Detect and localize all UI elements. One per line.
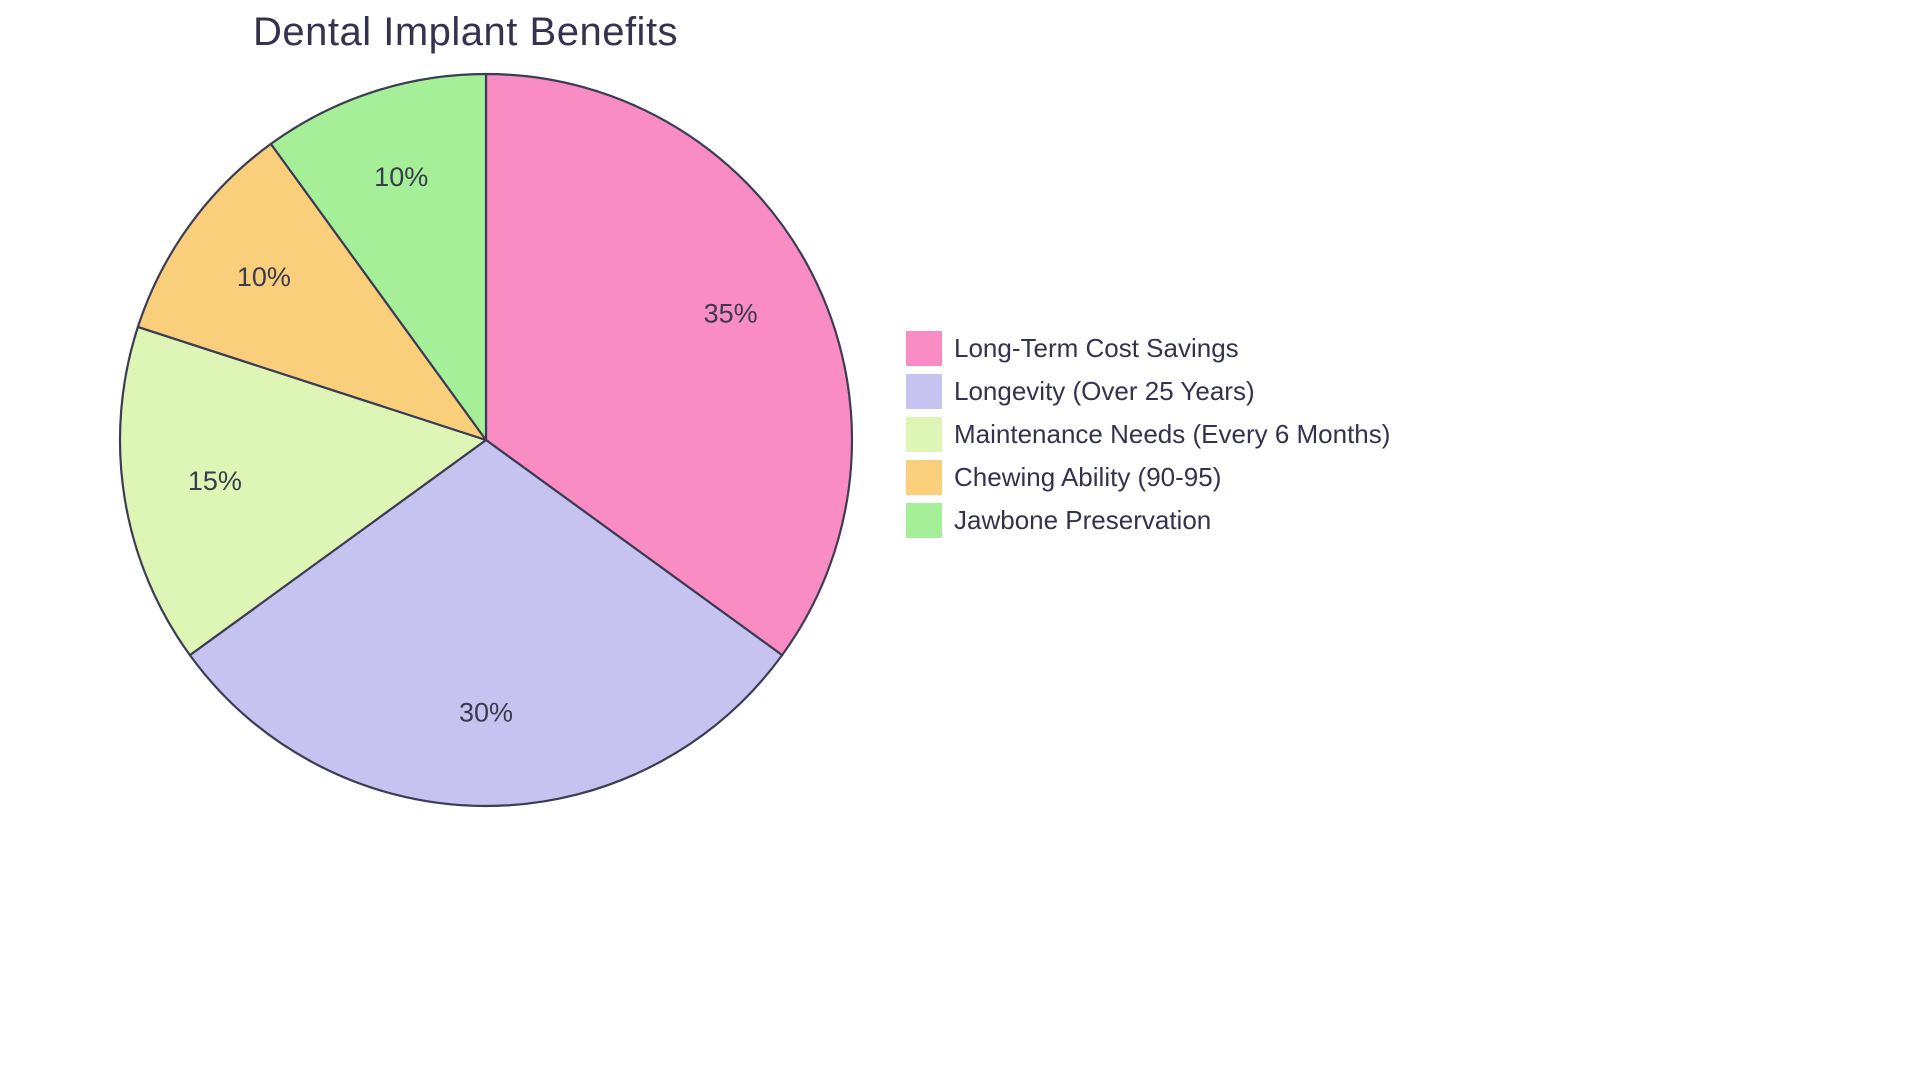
- legend-item: Longevity (Over 25 Years): [906, 374, 1390, 409]
- legend-item: Jawbone Preservation: [906, 503, 1390, 538]
- legend-item: Long-Term Cost Savings: [906, 331, 1390, 366]
- legend-item: Maintenance Needs (Every 6 Months): [906, 417, 1390, 452]
- pie-percentage-label: 10%: [237, 262, 291, 292]
- pie-percentage-label: 10%: [374, 162, 428, 192]
- pie-slice-4: [269, 72, 488, 442]
- pie-slice-3: [136, 142, 488, 442]
- pie-slice-2: [118, 325, 488, 657]
- legend-swatch: [906, 331, 942, 366]
- chart-title: Dental Implant Benefits: [253, 10, 679, 54]
- pie-percentage-label: 35%: [704, 299, 758, 329]
- legend-label: Jawbone Preservation: [954, 505, 1212, 535]
- legend-label: Long-Term Cost Savings: [954, 333, 1239, 363]
- legend-label: Longevity (Over 25 Years): [954, 376, 1255, 406]
- pie-percentage-label: 15%: [188, 466, 242, 496]
- legend-swatch: [906, 374, 942, 409]
- legend-item: Chewing Ability (90-95): [906, 460, 1390, 495]
- legend-label: Chewing Ability (90-95): [954, 462, 1222, 492]
- pie-slice-0: [484, 72, 854, 657]
- pie-slice-1: [188, 438, 784, 808]
- legend-swatch: [906, 417, 942, 452]
- legend-swatch: [906, 460, 942, 495]
- pie-percentage-label: 30%: [459, 698, 513, 728]
- legend: Long-Term Cost Savings Longevity (Over 2…: [906, 331, 1390, 538]
- legend-swatch: [906, 503, 942, 538]
- legend-label: Maintenance Needs (Every 6 Months): [954, 419, 1391, 449]
